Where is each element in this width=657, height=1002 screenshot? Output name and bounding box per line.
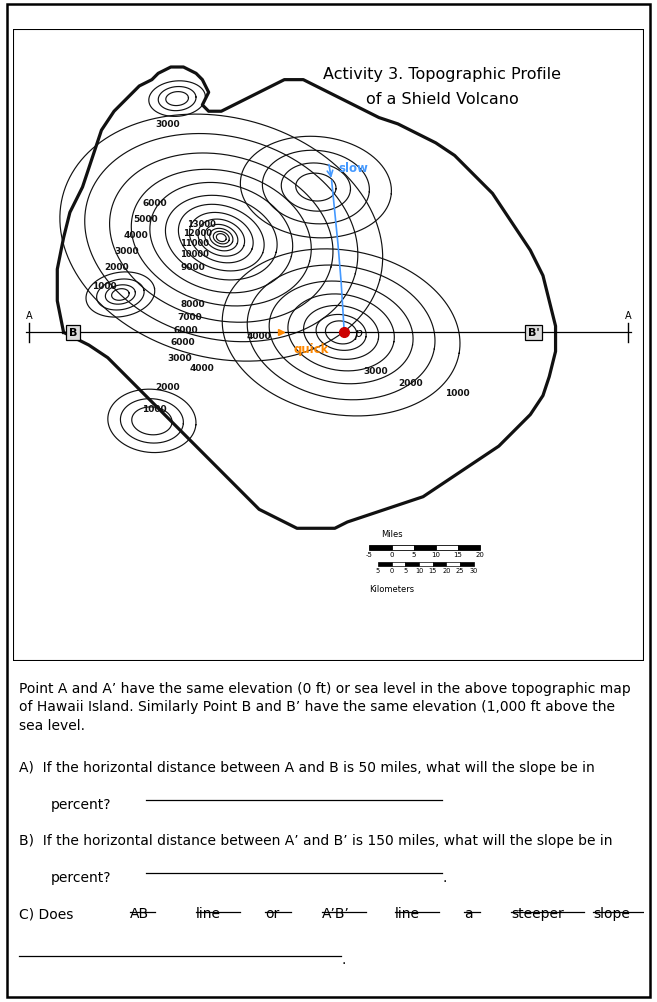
Text: 5: 5 bbox=[376, 567, 380, 573]
Text: A: A bbox=[26, 311, 32, 321]
Text: steeper: steeper bbox=[511, 906, 564, 920]
Text: AB: AB bbox=[130, 906, 149, 920]
Bar bbox=[419, 563, 433, 566]
Text: 5: 5 bbox=[403, 567, 407, 573]
Text: 8000: 8000 bbox=[180, 301, 205, 310]
Text: Miles: Miles bbox=[381, 529, 402, 538]
Text: 5000: 5000 bbox=[133, 215, 158, 223]
Text: A)  If the horizontal distance between A and B is 50 miles, what will the slope : A) If the horizontal distance between A … bbox=[20, 761, 595, 775]
Text: 2000: 2000 bbox=[155, 382, 179, 391]
Text: quick: quick bbox=[294, 343, 329, 356]
Text: -5: -5 bbox=[366, 551, 373, 557]
Bar bbox=[405, 563, 419, 566]
Text: slow: slow bbox=[338, 162, 368, 175]
Text: 3000: 3000 bbox=[155, 120, 180, 129]
Text: A: A bbox=[625, 311, 631, 321]
Text: 2000: 2000 bbox=[398, 379, 422, 388]
Bar bbox=[460, 563, 474, 566]
Bar bbox=[378, 563, 392, 566]
Text: Kilometers: Kilometers bbox=[369, 584, 414, 593]
Text: 25: 25 bbox=[456, 567, 464, 573]
Text: 6000: 6000 bbox=[143, 199, 167, 208]
Text: 10000: 10000 bbox=[180, 249, 209, 259]
Text: C) Does: C) Does bbox=[20, 906, 74, 920]
Text: 4000: 4000 bbox=[124, 230, 148, 239]
Text: 1000: 1000 bbox=[143, 405, 167, 413]
Bar bbox=[392, 563, 405, 566]
Text: 5: 5 bbox=[411, 551, 416, 557]
Text: B': B' bbox=[528, 328, 539, 338]
Text: 30: 30 bbox=[470, 567, 478, 573]
Text: Point A and A’ have the same elevation (0 ft) or sea level in the above topograp: Point A and A’ have the same elevation (… bbox=[20, 681, 631, 732]
Text: of a Shield Volcano: of a Shield Volcano bbox=[366, 92, 518, 107]
Text: Activity 3. Topographic Profile: Activity 3. Topographic Profile bbox=[323, 67, 561, 82]
Bar bbox=[392, 545, 414, 551]
Text: 10: 10 bbox=[431, 551, 440, 557]
Bar bbox=[447, 563, 460, 566]
Text: 0: 0 bbox=[390, 551, 394, 557]
Text: 3000: 3000 bbox=[114, 246, 139, 256]
Text: B: B bbox=[69, 328, 78, 338]
Text: 15: 15 bbox=[428, 567, 437, 573]
Text: line: line bbox=[196, 906, 221, 920]
Text: 3000: 3000 bbox=[363, 367, 388, 376]
Text: 13000: 13000 bbox=[187, 220, 215, 229]
Text: p: p bbox=[353, 327, 361, 340]
Text: 15: 15 bbox=[453, 551, 463, 557]
Text: 11000: 11000 bbox=[180, 238, 210, 247]
Text: 10: 10 bbox=[415, 567, 423, 573]
Text: a: a bbox=[464, 906, 473, 920]
Bar bbox=[414, 545, 436, 551]
Bar bbox=[369, 545, 392, 551]
Text: 2000: 2000 bbox=[104, 263, 129, 272]
Bar bbox=[436, 545, 458, 551]
Text: .: . bbox=[341, 952, 346, 966]
Text: 3000: 3000 bbox=[168, 354, 193, 363]
Text: 4000: 4000 bbox=[247, 332, 272, 341]
Text: percent?: percent? bbox=[51, 870, 112, 884]
Bar bbox=[458, 545, 480, 551]
Text: 1000: 1000 bbox=[92, 282, 116, 291]
Text: B)  If the horizontal distance between A’ and B’ is 150 miles, what will the slo: B) If the horizontal distance between A’… bbox=[20, 834, 613, 848]
Polygon shape bbox=[57, 68, 556, 529]
Text: percent?: percent? bbox=[51, 797, 112, 811]
Text: A’B’: A’B’ bbox=[322, 906, 350, 920]
Text: 12000: 12000 bbox=[183, 228, 212, 237]
Text: 7000: 7000 bbox=[177, 313, 202, 322]
Text: line: line bbox=[395, 906, 420, 920]
Text: or: or bbox=[265, 906, 280, 920]
Text: slope: slope bbox=[593, 906, 630, 920]
Text: 6000: 6000 bbox=[174, 326, 198, 335]
Text: 20: 20 bbox=[442, 567, 451, 573]
Text: 4000: 4000 bbox=[190, 364, 214, 373]
Text: 0: 0 bbox=[390, 567, 394, 573]
Text: 20: 20 bbox=[476, 551, 484, 557]
Text: 9000: 9000 bbox=[180, 263, 205, 272]
Text: .: . bbox=[442, 870, 446, 884]
Text: 6000: 6000 bbox=[171, 338, 195, 347]
Bar bbox=[433, 563, 447, 566]
Text: 1000: 1000 bbox=[445, 389, 470, 398]
